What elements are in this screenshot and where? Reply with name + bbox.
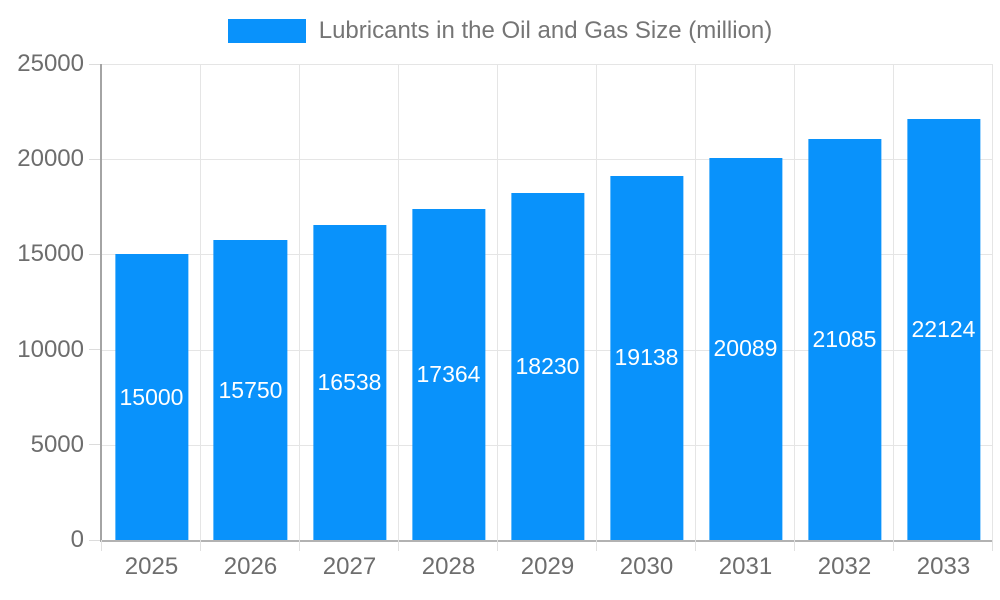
bar-value-label: 21085	[812, 325, 877, 352]
bar[interactable]: 22124	[906, 118, 981, 540]
x-tick-label: 2027	[322, 553, 377, 580]
bar-value-label: 16538	[317, 369, 382, 396]
x-tick	[694, 540, 696, 551]
x-tick	[892, 540, 894, 551]
x-tick-label: 2025	[124, 553, 179, 580]
legend-item[interactable]: Lubricants in the Oil and Gas Size (mill…	[0, 17, 1000, 45]
grid-line-x	[496, 64, 498, 540]
y-tick	[89, 253, 100, 255]
bar-value-label: 22124	[911, 315, 976, 342]
bar[interactable]: 17364	[411, 209, 486, 540]
bar-value-label: 20089	[713, 335, 778, 362]
grid-line-x	[397, 64, 399, 540]
grid-line-x	[694, 64, 696, 540]
x-tick	[397, 540, 399, 551]
bar[interactable]: 18230	[510, 192, 585, 540]
grid-line-y	[102, 159, 993, 161]
x-tick-label: 2026	[223, 553, 278, 580]
x-tick-label: 2031	[718, 553, 773, 580]
bar-value-label: 15000	[119, 383, 184, 410]
y-tick	[89, 444, 100, 446]
bar[interactable]: 15000	[114, 254, 189, 540]
legend-swatch	[227, 19, 306, 43]
grid-line-x	[199, 64, 201, 540]
x-tick	[992, 540, 993, 551]
bar-value-label: 18230	[515, 352, 580, 379]
x-tick	[101, 540, 102, 551]
y-tick	[89, 349, 100, 351]
plot-area: 0 5000 10000 15000 20000 25000 15000 2025 15750 2…	[17, 50, 993, 580]
x-tick	[794, 540, 795, 551]
x-tick-label: 2028	[421, 553, 476, 580]
bar[interactable]: 15750	[213, 240, 288, 540]
y-tick	[89, 63, 100, 65]
y-tick-label: 20000	[17, 145, 84, 173]
grid-line-x	[794, 64, 795, 540]
x-tick	[496, 540, 498, 551]
y-tick	[89, 539, 100, 541]
x-tick	[596, 540, 597, 551]
x-tick-label: 2029	[520, 553, 575, 580]
y-tick	[89, 158, 100, 160]
y-tick-label: 5000	[30, 430, 84, 458]
grid-line-x	[892, 64, 894, 540]
bar-value-label: 15750	[218, 376, 283, 403]
y-tick-label: 10000	[17, 335, 84, 363]
grid-line-x	[298, 64, 300, 540]
grid-line-y	[102, 64, 993, 65]
y-tick-label: 25000	[17, 50, 84, 77]
grid-line-x	[992, 64, 993, 540]
y-tick-label: 15000	[17, 240, 84, 268]
bar-value-label: 19138	[614, 344, 679, 371]
bar-value-label: 17364	[416, 361, 481, 388]
x-tick-label: 2032	[817, 553, 872, 580]
legend-label: Lubricants in the Oil and Gas Size (mill…	[318, 17, 773, 44]
bar[interactable]: 20089	[708, 157, 783, 540]
grid-line-x	[596, 64, 597, 540]
bar[interactable]: 19138	[609, 175, 684, 540]
bar[interactable]: 16538	[312, 225, 387, 540]
y-tick-label: 0	[70, 526, 84, 553]
x-tick-label: 2033	[916, 553, 971, 580]
x-tick-label: 2030	[619, 553, 674, 580]
bar[interactable]: 21085	[807, 138, 882, 540]
x-tick	[199, 540, 201, 551]
x-tick	[298, 540, 300, 551]
